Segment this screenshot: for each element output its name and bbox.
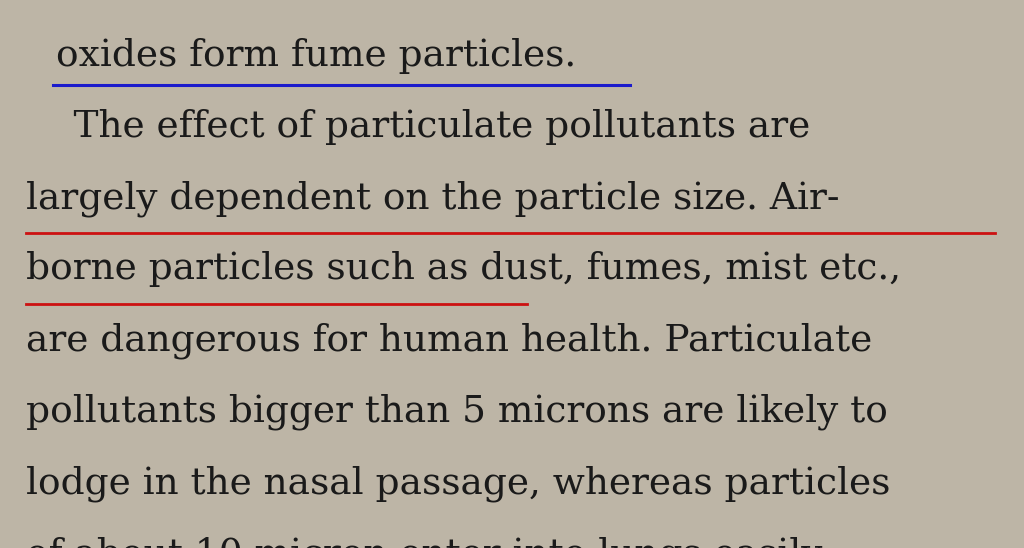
Text: are dangerous for human health. Particulate: are dangerous for human health. Particul… — [26, 323, 871, 359]
Text: pollutants bigger than 5 microns are likely to: pollutants bigger than 5 microns are lik… — [26, 394, 888, 431]
Text: oxides form fume particles.: oxides form fume particles. — [56, 38, 577, 74]
Text: borne particles such as dust, fumes, mist etc.,: borne particles such as dust, fumes, mis… — [26, 252, 901, 288]
Text: largely dependent on the particle size. Air-: largely dependent on the particle size. … — [26, 180, 839, 217]
Text: lodge in the nasal passage, whereas particles: lodge in the nasal passage, whereas part… — [26, 465, 890, 502]
Text: of about 10 micron enter into lungs easily.: of about 10 micron enter into lungs easi… — [26, 536, 828, 548]
Text: The effect of particulate pollutants are: The effect of particulate pollutants are — [26, 109, 810, 145]
